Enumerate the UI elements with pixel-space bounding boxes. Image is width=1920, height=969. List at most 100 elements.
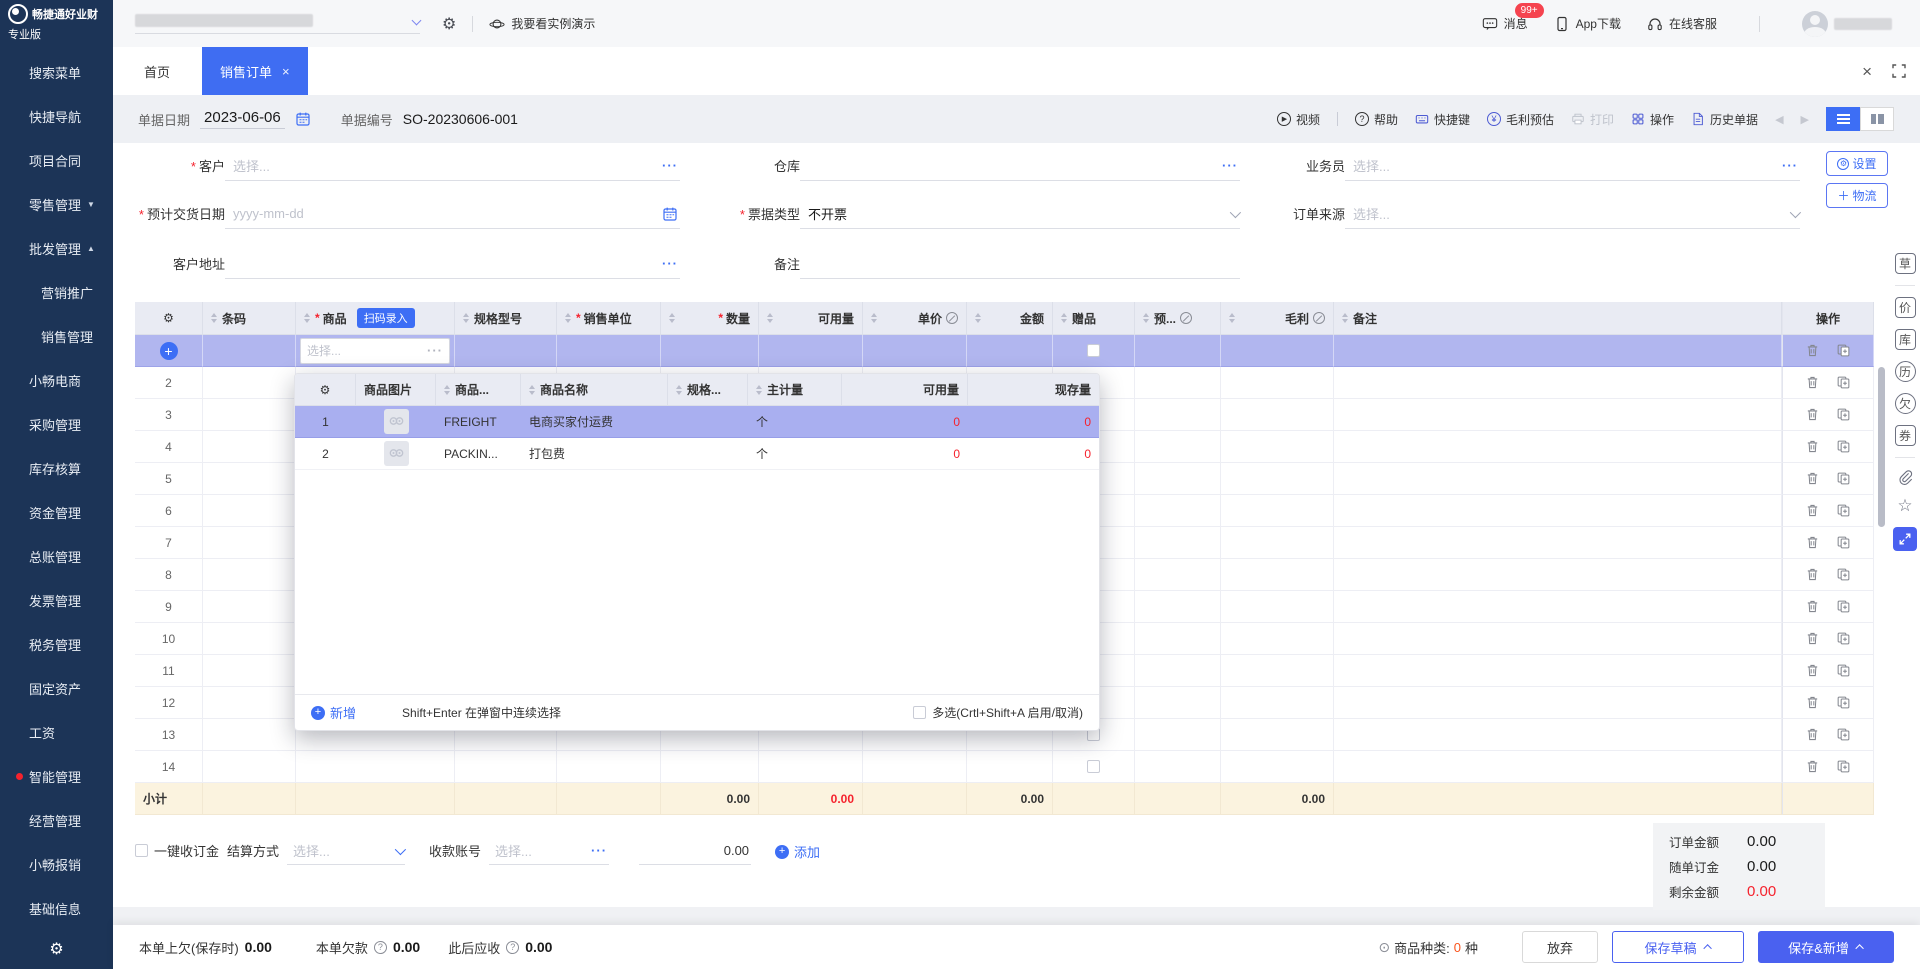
barcode-cell[interactable] (203, 751, 296, 783)
sidebar-item[interactable]: 小畅电商 (0, 358, 113, 402)
delete-row-icon[interactable] (1805, 567, 1820, 582)
online-support-button[interactable]: 在线客服 (1647, 15, 1717, 32)
doc-date-value[interactable]: 2023-06-06 (200, 109, 285, 129)
lookup-icon[interactable]: ··· (591, 843, 608, 858)
delete-row-icon[interactable] (1805, 727, 1820, 742)
delete-row-icon[interactable] (1805, 407, 1820, 422)
help-button[interactable]: ? 帮助 (1354, 111, 1398, 128)
sort-icon[interactable] (444, 384, 450, 395)
sidebar-item[interactable]: 固定资产 (0, 666, 113, 710)
popup-settings-gear-icon[interactable]: ⚙ (295, 374, 356, 406)
remark-cell[interactable] (1334, 751, 1782, 783)
delete-row-icon[interactable] (1805, 375, 1820, 390)
sort-icon[interactable] (676, 384, 682, 395)
copy-row-icon[interactable] (1836, 535, 1851, 550)
copy-row-icon[interactable] (1836, 407, 1851, 422)
sidebar-item[interactable]: 税务管理 (0, 622, 113, 666)
popup-row-number[interactable]: 1 (295, 406, 356, 438)
sort-icon[interactable] (975, 313, 981, 323)
app-download-button[interactable]: App下载 (1554, 15, 1621, 32)
delete-row-icon[interactable] (1805, 663, 1820, 678)
qty-cell[interactable] (661, 751, 759, 783)
side-tool-draft-icon[interactable]: 草 (1894, 253, 1916, 274)
prepay-cell[interactable] (1135, 591, 1221, 623)
sort-icon[interactable] (767, 313, 773, 323)
remark-cell[interactable] (1334, 623, 1782, 655)
spec-cell[interactable] (455, 751, 557, 783)
col-spec[interactable]: 规格型号 (455, 302, 557, 335)
prepay-cell[interactable] (1135, 335, 1221, 367)
prepay-cell[interactable] (1135, 463, 1221, 495)
col-price[interactable]: 单价 (863, 302, 967, 335)
barcode-cell[interactable] (203, 367, 296, 399)
delivery-date-field[interactable]: yyyy-mm-dd (225, 201, 680, 229)
col-product[interactable]: * 商品 扫码录入 (296, 302, 455, 335)
remark-cell[interactable] (1334, 591, 1782, 623)
side-tool-coupon-icon[interactable]: 券 (1894, 425, 1916, 446)
prepay-cell[interactable] (1135, 399, 1221, 431)
barcode-cell[interactable] (203, 719, 296, 751)
company-selector[interactable] (135, 13, 422, 34)
copy-row-icon[interactable] (1836, 599, 1851, 614)
sort-icon[interactable] (756, 384, 762, 395)
card-view-toggle[interactable] (1860, 107, 1894, 131)
product-name-cell[interactable]: 电商买家付运费 (521, 406, 668, 438)
col-qty[interactable]: * 数量 (661, 302, 759, 335)
sort-icon[interactable] (669, 313, 675, 323)
save-draft-button[interactable]: 保存草稿 (1612, 931, 1744, 963)
prepay-cell[interactable] (1135, 687, 1221, 719)
sort-icon[interactable] (565, 313, 571, 323)
sidebar-item[interactable]: 搜索菜单 (0, 50, 113, 94)
col-barcode[interactable]: 条码 (203, 302, 296, 335)
copy-row-icon[interactable] (1836, 439, 1851, 454)
multi-select-toggle[interactable]: 多选(Crtl+Shift+A 启用/取消) (913, 704, 1083, 721)
copy-row-icon[interactable] (1836, 631, 1851, 646)
barcode-cell[interactable] (203, 495, 296, 527)
sort-icon[interactable] (463, 313, 469, 323)
sort-icon[interactable] (1229, 313, 1235, 323)
lookup-icon[interactable]: ··· (1782, 158, 1798, 173)
next-doc-icon[interactable]: ▶ (1800, 113, 1809, 126)
sidebar-item[interactable]: 项目合同 (0, 138, 113, 182)
deposit-amount-input[interactable]: 0.00 (639, 839, 752, 865)
prepay-cell[interactable] (1135, 751, 1221, 783)
product-unit-cell[interactable]: 个 (748, 438, 842, 470)
col-available[interactable]: 可用量 (759, 302, 863, 335)
delete-row-icon[interactable] (1805, 759, 1820, 774)
product-spec-cell[interactable] (668, 438, 748, 470)
barcode-cell[interactable] (203, 431, 296, 463)
product-name-cell[interactable]: 打包费 (521, 438, 668, 470)
discard-button[interactable]: 放弃 (1521, 931, 1598, 963)
delete-row-icon[interactable] (1805, 503, 1820, 518)
remark-cell[interactable] (1334, 559, 1782, 591)
sidebar-item[interactable]: 库存核算 (0, 446, 113, 490)
video-button[interactable]: ▶ 视频 (1276, 111, 1320, 128)
popup-add-new-button[interactable]: + 新增 (311, 703, 356, 722)
sidebar-item[interactable]: 工资 (0, 710, 113, 754)
customer-address-field[interactable]: ··· (225, 251, 680, 279)
attachment-paperclip-icon[interactable] (1897, 469, 1913, 485)
one-key-deposit-toggle[interactable]: 一键收订金 (135, 841, 219, 865)
prepay-cell[interactable] (1135, 655, 1221, 687)
settings-button[interactable]: ⚙ 设置 (1826, 151, 1888, 176)
sidebar-settings-gear-icon[interactable]: ⚙ (49, 941, 64, 958)
user-account[interactable] (1802, 10, 1892, 37)
popup-row-number[interactable]: 2 (295, 438, 356, 470)
multi-select-checkbox[interactable] (913, 706, 927, 719)
copy-row-icon[interactable] (1836, 663, 1851, 678)
popup-col-code[interactable]: 商品... (436, 374, 521, 406)
settings-gear-icon[interactable]: ⚙ (442, 15, 457, 33)
copy-row-icon[interactable] (1836, 343, 1851, 358)
product-image-cell[interactable] (356, 438, 436, 470)
remark-cell[interactable] (1334, 431, 1782, 463)
sidebar-item[interactable]: 经营管理 (0, 798, 113, 842)
popup-col-name[interactable]: 商品名称 (521, 374, 668, 406)
sort-icon[interactable] (304, 313, 310, 323)
profit-estimate-button[interactable]: ¥ 毛利预估 (1487, 111, 1554, 128)
add-row-button[interactable]: + (135, 335, 203, 367)
sidebar-item[interactable]: 小畅报销 (0, 842, 113, 886)
barcode-cell[interactable] (203, 655, 296, 687)
popup-col-unit[interactable]: 主计量 (748, 374, 842, 406)
sort-icon[interactable] (1342, 313, 1348, 323)
sort-icon[interactable] (211, 313, 217, 323)
